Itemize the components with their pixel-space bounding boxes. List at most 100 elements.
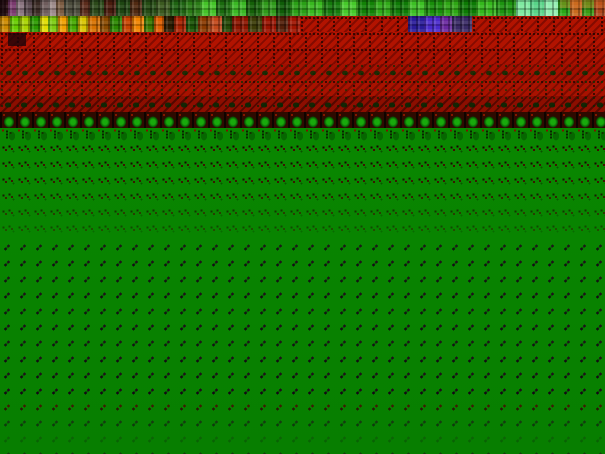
red-band-row: [0, 96, 605, 112]
red-band-row: [0, 80, 605, 96]
red-band-row: [0, 32, 605, 48]
noise-block: [276, 16, 288, 32]
noise-block: [288, 16, 300, 32]
glyph-row: [0, 432, 605, 448]
noise-block: [48, 0, 56, 16]
glyph-row: [0, 304, 605, 320]
dark-patch: [8, 33, 26, 46]
noise-block: [276, 0, 290, 16]
red-band-row: [0, 64, 605, 80]
noise-block: [132, 16, 144, 32]
noise-block: [324, 0, 340, 16]
glyph-row: [0, 176, 605, 192]
noise-block: [144, 16, 154, 32]
noise-block: [58, 16, 68, 32]
noise-block: [198, 16, 210, 32]
noise-block: [142, 0, 156, 16]
noise-block: [408, 16, 424, 32]
dark-patch: [0, 0, 6, 16]
noise-block: [24, 0, 32, 16]
noise-block: [340, 0, 358, 16]
glyph-row: [0, 192, 605, 208]
noise-block: [408, 0, 426, 16]
glyph-row: [0, 240, 605, 256]
noise-block: [306, 0, 324, 16]
noise-block: [358, 0, 374, 16]
glyph-row: [0, 288, 605, 304]
glyph-row: [0, 384, 605, 400]
noise-block: [40, 0, 48, 16]
glyph-row: [0, 320, 605, 336]
dark-patch: [560, 0, 605, 8]
noise-block: [40, 16, 48, 32]
noise-block: [200, 0, 216, 16]
noise-block: [186, 16, 198, 32]
glyph-row: [0, 208, 605, 224]
noise-block: [8, 0, 16, 16]
noise-block: [170, 0, 184, 16]
noise-block: [32, 0, 40, 16]
noise-block: [20, 16, 30, 32]
noise-block: [260, 0, 276, 16]
noise-block: [210, 16, 222, 32]
noise-block: [230, 0, 246, 16]
noise-block: [460, 0, 476, 16]
noise-block: [100, 16, 110, 32]
noise-block: [452, 16, 472, 32]
noise-block: [392, 0, 408, 16]
noise-block: [594, 0, 605, 16]
glyph-row: [0, 160, 605, 176]
noise-block: [110, 16, 122, 32]
glyph-row: [0, 400, 605, 416]
glyph-row: [0, 144, 605, 160]
noise-strip-top: [0, 0, 605, 16]
noise-block: [426, 0, 442, 16]
noise-block: [184, 0, 200, 16]
noise-block: [164, 16, 174, 32]
noise-block: [582, 0, 594, 16]
noise-block: [0, 16, 10, 32]
glyph-row: [0, 368, 605, 384]
glyph-row: [0, 416, 605, 432]
noise-block: [232, 16, 248, 32]
noise-block: [300, 16, 408, 32]
noise-block: [48, 16, 58, 32]
noise-block: [216, 0, 230, 16]
noise-block: [516, 0, 530, 16]
noise-block: [116, 0, 130, 16]
transition-band: [0, 112, 605, 128]
noise-block: [222, 16, 232, 32]
noise-block: [122, 16, 132, 32]
noise-block: [530, 0, 544, 16]
noise-block: [30, 16, 40, 32]
glyph-row: [0, 448, 605, 454]
noise-block: [374, 0, 392, 16]
noise-block: [156, 0, 170, 16]
noise-block: [56, 0, 64, 16]
noise-block: [88, 16, 100, 32]
noise-block: [424, 16, 440, 32]
noise-block: [496, 0, 516, 16]
glyph-row: [0, 352, 605, 368]
noise-block: [442, 0, 460, 16]
red-band-row: [0, 48, 605, 64]
glyph-row: [0, 272, 605, 288]
noise-block: [290, 0, 306, 16]
noise-strip-second: [0, 16, 605, 32]
noise-block: [174, 16, 186, 32]
glyph-row: [0, 224, 605, 240]
glyph-row: [0, 128, 605, 144]
noise-block: [570, 0, 582, 16]
noise-block: [248, 16, 262, 32]
noise-block: [78, 16, 88, 32]
noise-block: [440, 16, 452, 32]
noise-block: [68, 16, 78, 32]
noise-block: [10, 16, 20, 32]
noise-block: [476, 0, 496, 16]
noise-block: [130, 0, 142, 16]
noise-block: [64, 0, 80, 16]
noise-block: [154, 16, 164, 32]
noise-block: [472, 16, 605, 32]
noise-block: [80, 0, 90, 16]
